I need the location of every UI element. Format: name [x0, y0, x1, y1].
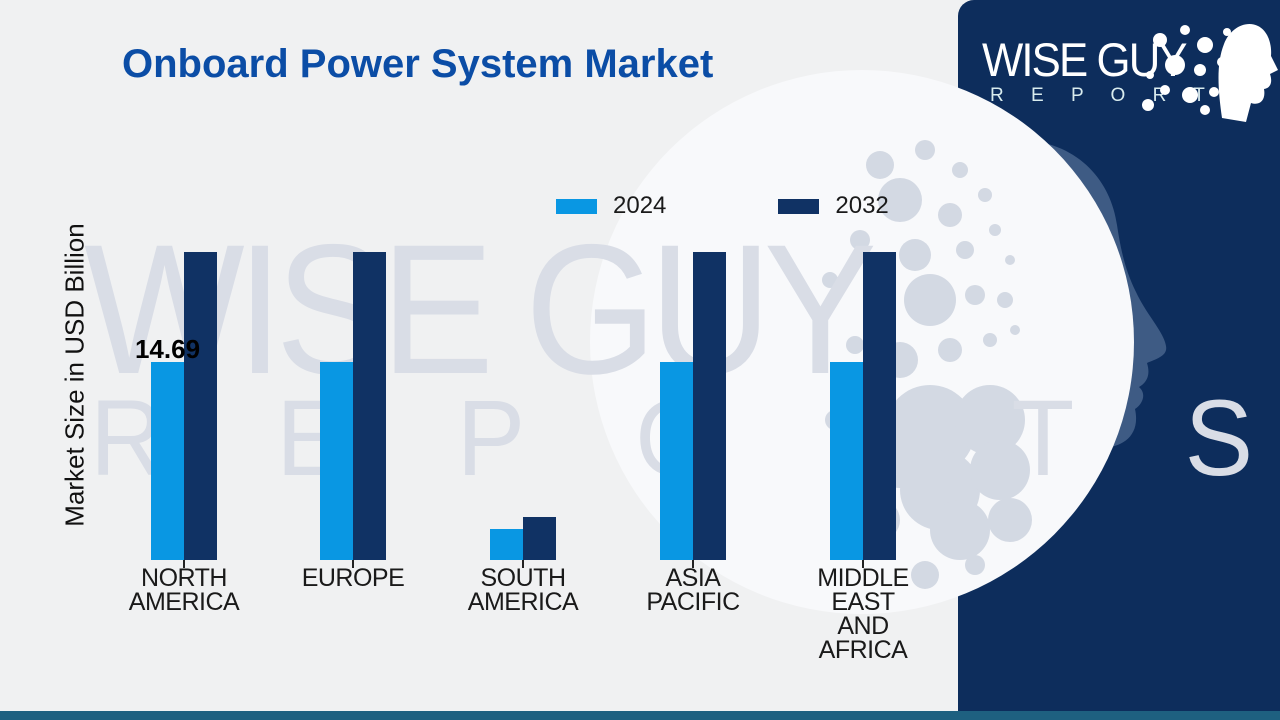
x-axis-label-south-america: SOUTH AMERICA: [467, 564, 579, 616]
logo-dot: [1223, 28, 1231, 36]
watermark-dot: [983, 333, 997, 347]
x-axis-tick: [183, 560, 185, 568]
logo-dot: [1182, 87, 1198, 103]
bar-2024-south-america: [490, 529, 523, 560]
watermark-dot: [956, 241, 974, 259]
watermark-dot: [965, 555, 985, 575]
y-axis-label: Market Size in USD Billion: [59, 223, 90, 527]
legend-label-2032: 2032: [835, 192, 889, 219]
bar-2024-asia-pacific: [660, 362, 693, 560]
bar-2032-middle-east-and-africa: [863, 252, 896, 560]
watermark-dot: [915, 140, 935, 160]
watermark-dot: [988, 498, 1032, 542]
watermark-dot: [965, 285, 985, 305]
logo-dot: [1165, 55, 1185, 75]
watermark-dot: [878, 178, 922, 222]
x-axis-tick: [862, 560, 864, 568]
x-axis-tick: [522, 560, 524, 568]
watermark-dot: [1010, 325, 1020, 335]
page-title: Onboard Power System Market: [122, 42, 714, 86]
legend-swatch-2032: [778, 198, 820, 214]
footer-strip: [0, 711, 1280, 720]
logo-dot: [1142, 99, 1154, 111]
watermark-dot: [846, 336, 864, 354]
watermark-dot: [938, 338, 962, 362]
bar-2032-north-america: [184, 252, 217, 560]
x-axis-label-europe: EUROPE: [301, 564, 405, 592]
x-axis-tick: [352, 560, 354, 568]
legend-item-2024: 2024: [556, 192, 666, 220]
watermark-dot: [904, 274, 956, 326]
watermark-dot: [1005, 255, 1015, 265]
watermark-dot: [989, 224, 1001, 236]
logo-dot: [1200, 105, 1210, 115]
watermark-dot: [911, 561, 939, 589]
watermark-dot: [978, 188, 992, 202]
watermark-dot: [814, 344, 826, 356]
logo-head-icon: [1218, 24, 1278, 122]
bar-2032-asia-pacific: [693, 252, 726, 560]
logo-dot: [1197, 37, 1213, 53]
x-axis-label-asia-pacific: ASIA PACIFIC: [646, 564, 740, 616]
x-axis-label-middle-east-and-africa: MIDDLE EAST AND AFRICA: [817, 564, 909, 664]
bar-2024-north-america: [151, 362, 184, 560]
watermark-dot: [850, 230, 870, 250]
watermark-dot: [899, 239, 931, 271]
logo-dot: [1209, 87, 1219, 97]
bar-2032-south-america: [523, 517, 556, 560]
watermark-dot: [997, 292, 1013, 308]
x-axis-label-north-america: NORTH AMERICA: [128, 564, 240, 616]
legend-swatch-2024: [556, 198, 597, 214]
watermark-dot: [930, 500, 990, 560]
bar-2032-europe: [353, 252, 386, 560]
watermark-dot: [952, 162, 968, 178]
legend-label-2024: 2024: [613, 192, 667, 219]
watermark-dot: [938, 203, 962, 227]
legend-item-2032: 2032: [778, 192, 889, 220]
watermark-dot: [822, 272, 838, 288]
logo-dot: [1160, 85, 1170, 95]
logo-dot: [1180, 25, 1190, 35]
logo-dot: [1153, 33, 1167, 47]
logo-dot: [1146, 71, 1154, 79]
watermark-dot: [866, 151, 894, 179]
watermark-dot: [970, 440, 1030, 500]
bar-data-label: 14.69: [134, 334, 201, 365]
logo-subtitle: R E P O R T S: [990, 85, 1256, 106]
bar-2024-middle-east-and-africa: [830, 362, 863, 560]
bar-2024-europe: [320, 362, 353, 560]
logo-dot: [1194, 64, 1206, 76]
chart-legend: 2024 2032: [556, 192, 889, 220]
x-axis-tick: [692, 560, 694, 568]
